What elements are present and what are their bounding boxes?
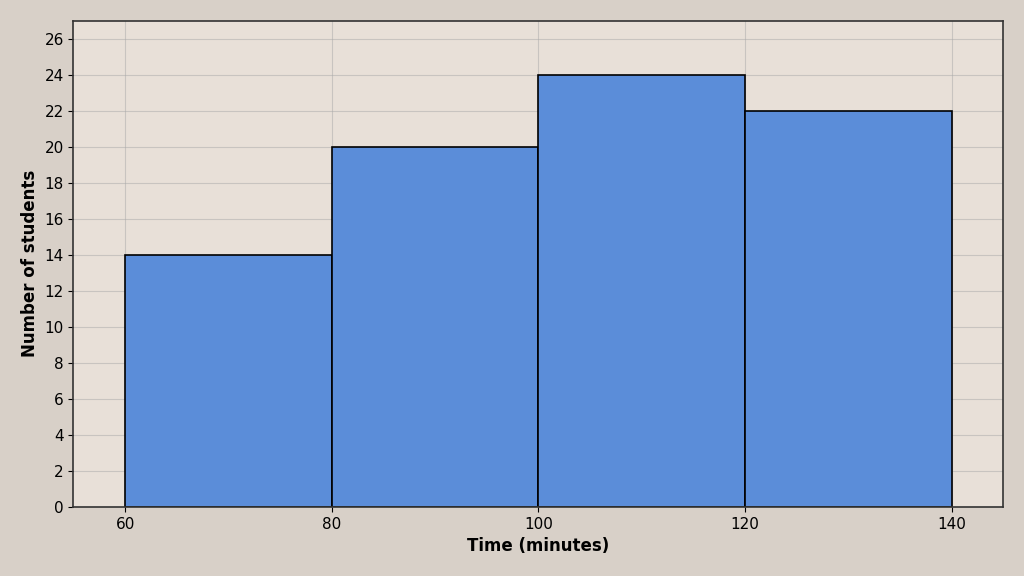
Bar (539, 75, 744, 507)
Bar (125, 255, 332, 507)
Bar (332, 147, 539, 507)
X-axis label: Time (minutes): Time (minutes) (467, 537, 609, 555)
Bar (744, 111, 951, 507)
Y-axis label: Number of students: Number of students (20, 170, 39, 358)
